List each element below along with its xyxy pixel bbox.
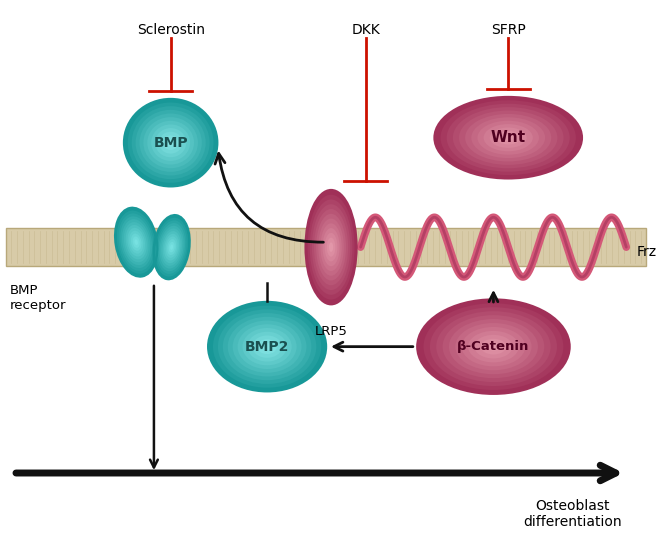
Text: β-Catenin: β-Catenin [457,340,529,353]
Ellipse shape [155,217,188,277]
Ellipse shape [131,233,141,251]
Ellipse shape [319,219,344,276]
Ellipse shape [167,139,175,146]
Ellipse shape [155,128,186,157]
Ellipse shape [257,339,277,354]
Text: BMP: BMP [153,136,188,150]
Ellipse shape [223,313,311,380]
Ellipse shape [443,315,544,378]
Ellipse shape [170,245,173,250]
Ellipse shape [122,219,150,265]
Ellipse shape [115,208,157,277]
Text: DKK: DKK [351,23,380,38]
Ellipse shape [139,114,202,172]
Ellipse shape [502,134,514,141]
Ellipse shape [132,106,210,179]
Ellipse shape [417,299,570,394]
Ellipse shape [477,121,539,155]
Ellipse shape [126,225,147,259]
Ellipse shape [151,124,190,161]
Ellipse shape [228,317,307,376]
Ellipse shape [327,237,335,257]
Ellipse shape [143,117,198,168]
Ellipse shape [436,311,551,382]
Ellipse shape [157,220,186,274]
Text: Wnt: Wnt [490,130,525,145]
Ellipse shape [158,223,185,271]
Ellipse shape [305,190,357,304]
Ellipse shape [117,210,155,274]
Text: Frz: Frz [636,245,656,259]
Ellipse shape [133,236,139,248]
Ellipse shape [312,204,350,290]
Ellipse shape [208,302,326,391]
Ellipse shape [475,335,512,358]
Ellipse shape [430,307,557,386]
Ellipse shape [310,199,352,295]
Text: Sclerostin: Sclerostin [137,23,205,38]
Ellipse shape [128,228,145,257]
Ellipse shape [118,214,154,271]
Ellipse shape [153,215,190,279]
Ellipse shape [253,336,282,358]
Text: SFRP: SFRP [491,23,525,38]
Ellipse shape [247,332,287,362]
Ellipse shape [455,323,531,370]
Ellipse shape [496,131,520,145]
Ellipse shape [453,107,564,168]
Ellipse shape [218,309,317,384]
Ellipse shape [262,343,272,351]
Ellipse shape [307,195,354,300]
Bar [7,228,646,266]
Ellipse shape [163,231,180,263]
Ellipse shape [243,328,292,365]
Ellipse shape [166,236,178,258]
Ellipse shape [314,209,348,285]
Ellipse shape [487,343,500,351]
Ellipse shape [159,226,184,269]
Ellipse shape [233,321,301,373]
Ellipse shape [484,124,533,151]
Ellipse shape [465,114,551,162]
Ellipse shape [164,233,179,261]
Ellipse shape [129,231,143,254]
Ellipse shape [167,239,176,255]
Ellipse shape [424,303,563,390]
Ellipse shape [481,339,506,354]
Ellipse shape [461,327,525,367]
Ellipse shape [124,222,149,262]
Ellipse shape [163,135,178,150]
Ellipse shape [321,224,342,271]
Ellipse shape [440,100,576,175]
Ellipse shape [449,319,538,374]
Text: BMP2: BMP2 [245,339,290,354]
Ellipse shape [323,228,340,266]
Ellipse shape [447,104,570,172]
Ellipse shape [459,110,557,165]
Ellipse shape [471,118,545,158]
Ellipse shape [136,110,206,176]
Ellipse shape [147,121,194,164]
Text: BMP
receptor: BMP receptor [9,284,65,312]
Ellipse shape [161,229,182,266]
Ellipse shape [213,306,321,388]
Ellipse shape [316,214,346,280]
Ellipse shape [329,242,333,252]
Ellipse shape [325,233,338,262]
Text: Osteoblast
differentiation: Osteoblast differentiation [523,499,621,529]
Ellipse shape [237,324,297,369]
Ellipse shape [468,331,519,363]
Text: LRP5: LRP5 [315,325,348,338]
Ellipse shape [134,240,138,245]
Ellipse shape [120,216,152,268]
Ellipse shape [434,97,582,178]
Ellipse shape [169,242,175,252]
Ellipse shape [124,99,217,187]
Ellipse shape [159,132,182,153]
Ellipse shape [128,103,214,183]
Ellipse shape [490,128,527,148]
